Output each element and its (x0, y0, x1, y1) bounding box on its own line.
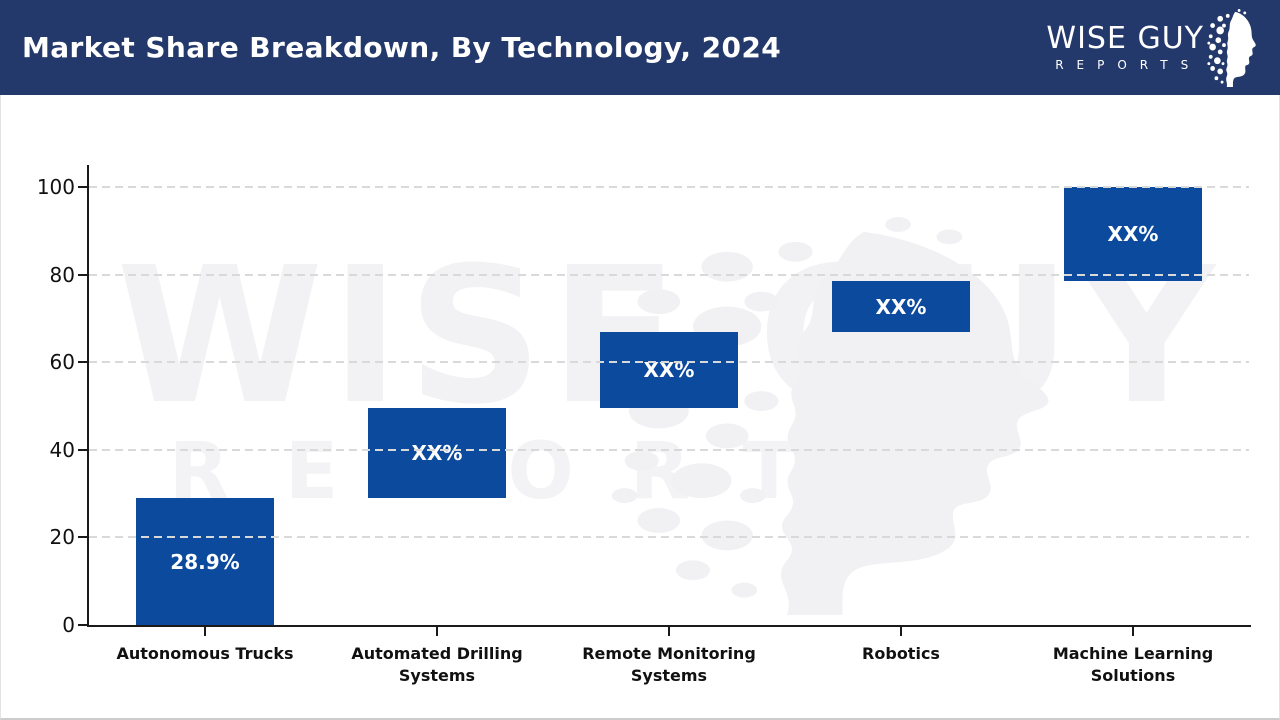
bar: XX% (368, 408, 506, 499)
gridline-y100 (89, 185, 1249, 188)
category-label: Machine Learning Solutions (1052, 644, 1214, 685)
y-tick-label-60: 60 (49, 350, 75, 375)
bar: XX% (1064, 186, 1202, 282)
bar-value-label: XX% (875, 294, 927, 319)
gridline-y80 (89, 273, 1249, 276)
bar: XX% (600, 331, 738, 409)
bar-value-label: XX% (1107, 222, 1159, 247)
logo-wordmark: WISE GUY REPORTS (1046, 21, 1204, 72)
x-tick-mark (436, 627, 438, 636)
y-tick-mark-60 (78, 361, 87, 364)
wiseguy-head-icon (1207, 8, 1256, 87)
y-tick-label-40: 40 (49, 437, 75, 462)
chart-canvas: WISE GUY REPORTS 02040608010028.9%Autono… (0, 95, 1280, 720)
y-tick-label-20: 20 (49, 525, 75, 550)
x-tick-mark (204, 627, 206, 636)
y-tick-mark-80 (78, 273, 87, 276)
y-axis-line (87, 165, 89, 627)
y-tick-label-100: 100 (36, 174, 75, 199)
bar: 28.9% (136, 498, 274, 625)
page-title: Market Share Breakdown, By Technology, 2… (22, 31, 782, 64)
category-label: Remote Monitoring Systems (582, 644, 756, 685)
y-tick-mark-100 (78, 185, 87, 188)
y-tick-mark-20 (78, 536, 87, 539)
wiseguy-logo: WISE GUY REPORTS (1046, 8, 1258, 87)
bar: XX% (832, 281, 970, 332)
category-label: Robotics (862, 644, 940, 663)
header-bar: Market Share Breakdown, By Technology, 2… (0, 0, 1280, 95)
logo-subtitle: REPORTS (1055, 58, 1202, 72)
logo-title: WISE GUY (1046, 21, 1204, 56)
y-tick-label-80: 80 (49, 262, 75, 287)
plot-area: 0 20 40 60 80 100 28.9% Autonomous Trucks XX% Aut… (37, 165, 1251, 685)
watermark-subtitle: REPORTS (169, 427, 964, 517)
x-axis-line (87, 625, 1251, 627)
y-tick-label-0: 0 (62, 613, 75, 637)
gridline-y60 (89, 361, 1249, 364)
x-tick-mark (1132, 627, 1134, 636)
bar-value-label: 28.9% (170, 549, 240, 574)
category-label: Autonomous Trucks (116, 644, 294, 663)
y-tick-mark-40 (78, 448, 87, 451)
bar-value-label: XX% (411, 441, 463, 466)
category-label: Automated Drilling Systems (351, 644, 523, 685)
gridline-y20 (89, 536, 1249, 539)
x-tick-mark (668, 627, 670, 636)
y-tick-mark-0 (78, 624, 87, 626)
gridline-y40 (89, 448, 1249, 451)
x-tick-mark (900, 627, 902, 636)
